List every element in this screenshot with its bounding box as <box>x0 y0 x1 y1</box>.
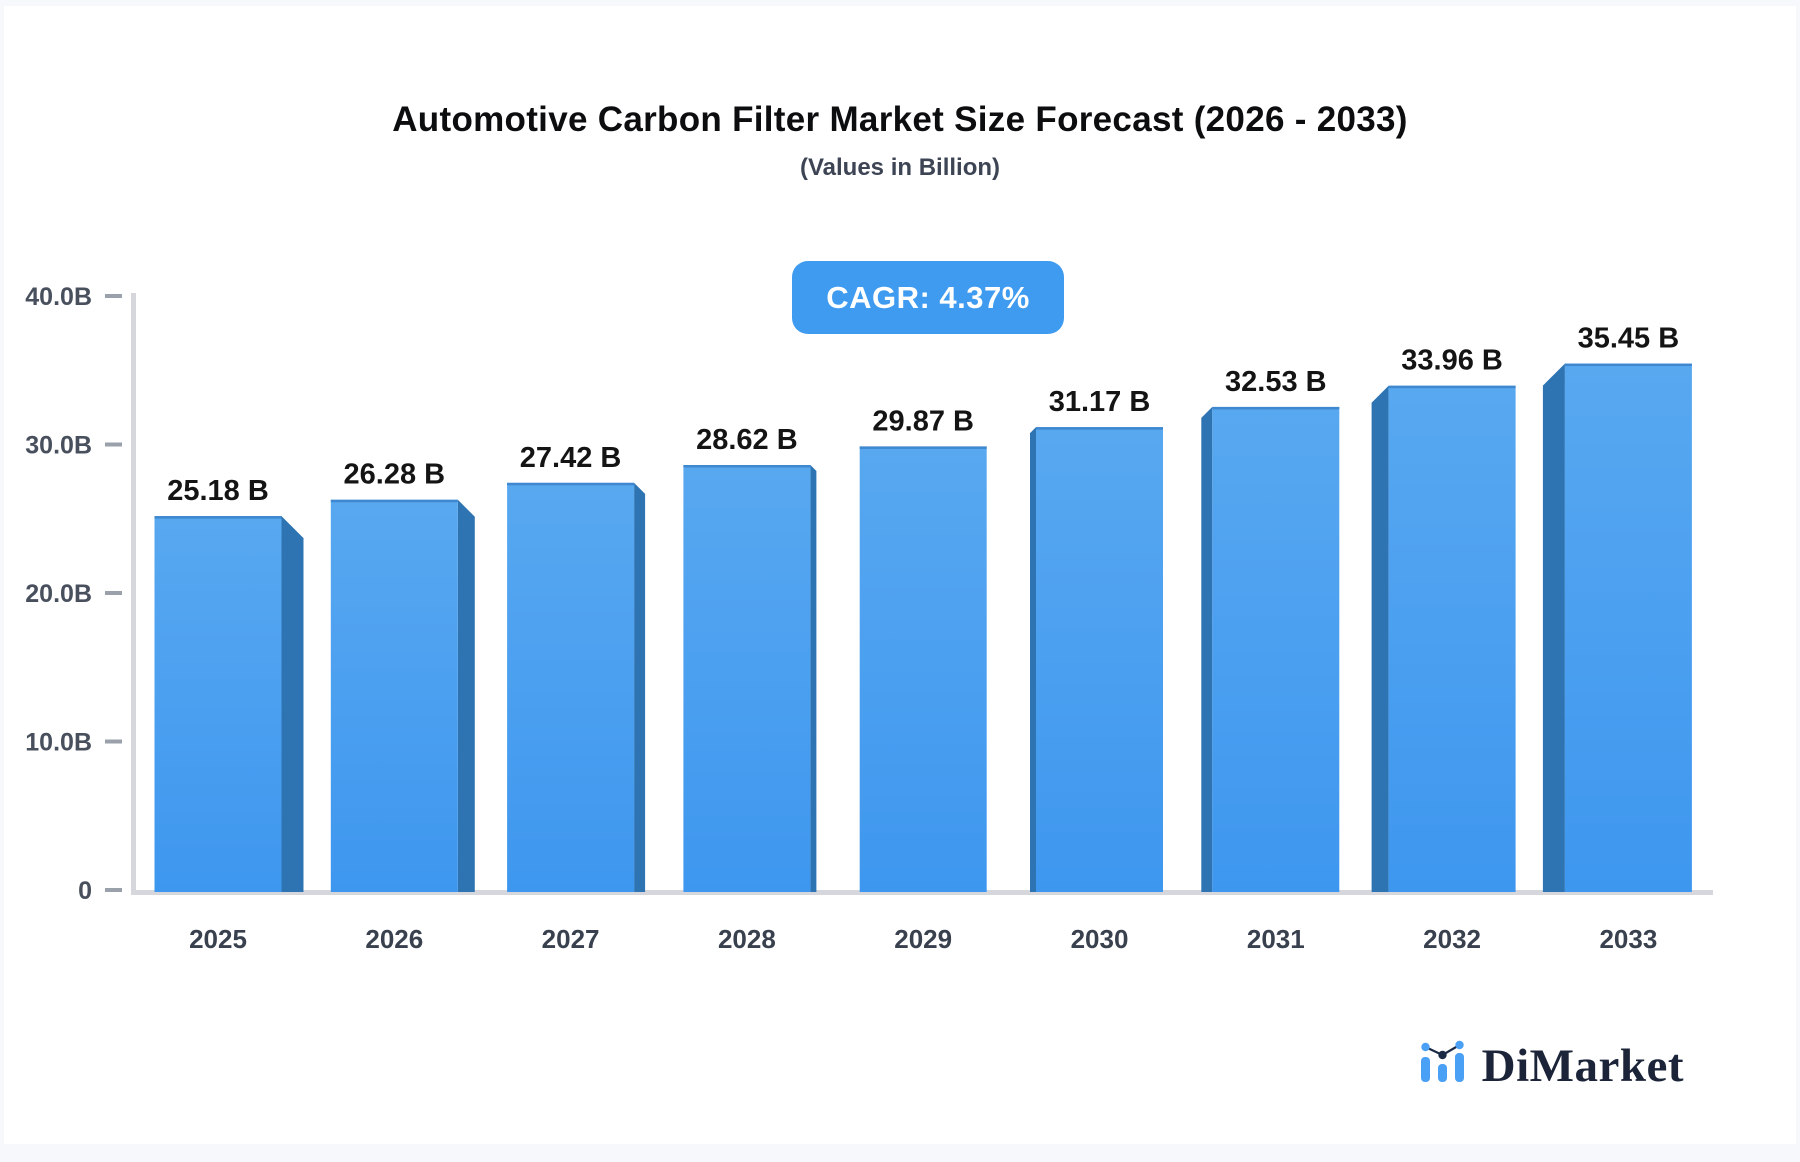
y-tick-mark-20.0B <box>105 591 122 595</box>
y-tick-mark-40.0B <box>105 294 122 298</box>
value-label-2033: 35.45 B <box>1578 323 1680 355</box>
bar-side-2027 <box>634 482 646 892</box>
value-label-2027: 27.42 B <box>520 442 622 474</box>
y-tick-label-40.0B: 40.0B <box>25 283 92 311</box>
chart-card: Automotive Carbon Filter Market Size For… <box>4 6 1796 1144</box>
bar-top-edge-2025 <box>154 516 282 519</box>
chart-subtitle: (Values in Billion) <box>799 154 1001 181</box>
logo-text: DiMarket <box>1481 1040 1684 1093</box>
value-label-2032: 33.96 B <box>1401 345 1503 377</box>
bar-2031 <box>1212 406 1340 892</box>
y-tick-label-0: 0 <box>78 877 92 905</box>
bar-2026 <box>330 499 458 892</box>
bar-side-2028 <box>810 464 817 892</box>
bar-side-2026 <box>457 499 475 892</box>
bar-chart-logo-icon <box>1420 1040 1464 1082</box>
y-tick-label-20.0B: 20.0B <box>25 580 92 608</box>
y-axis-line <box>131 293 136 895</box>
y-tick-mark-0 <box>105 888 122 892</box>
dimarket-logo: DiMarket <box>1418 1038 1684 1093</box>
bar-2027 <box>507 482 635 892</box>
bar-top-edge-2031 <box>1212 406 1340 410</box>
x-tick-label-2027: 2027 <box>542 924 600 954</box>
bar-side-2032 <box>1371 385 1389 892</box>
value-label-2025: 25.18 B <box>167 475 269 507</box>
x-tick-label-2032: 2032 <box>1423 924 1481 954</box>
x-tick-label-2025: 2025 <box>189 924 247 954</box>
bar-2033 <box>1564 363 1692 892</box>
x-tick-label-2030: 2030 <box>1071 924 1129 954</box>
bar-top-edge-2029 <box>859 446 987 449</box>
bar-2025 <box>154 516 282 892</box>
bar-top-edge-2032 <box>1388 385 1516 389</box>
bar-2029 <box>859 446 987 892</box>
y-tick-label-10.0B: 10.0B <box>25 729 92 757</box>
x-axis-line <box>131 890 1713 895</box>
bar-2032 <box>1388 385 1516 892</box>
cagr-badge-label: CAGR: 4.37% <box>826 279 1030 315</box>
bar-top-edge-2027 <box>507 482 635 486</box>
bar-side-2025 <box>281 516 304 892</box>
cagr-badge: CAGR: 4.37% <box>792 261 1064 334</box>
bar-2028 <box>683 464 811 892</box>
y-tick-label-30.0B: 30.0B <box>25 432 92 460</box>
bar-top-edge-2028 <box>683 464 811 468</box>
bar-side-2030 <box>1030 427 1036 892</box>
value-label-2031: 32.53 B <box>1225 366 1327 398</box>
x-tick-label-2028: 2028 <box>718 924 776 954</box>
x-tick-label-2026: 2026 <box>365 924 423 954</box>
y-tick-mark-30.0B <box>105 442 122 447</box>
x-tick-label-2031: 2031 <box>1247 924 1305 954</box>
x-tick-label-2029: 2029 <box>894 924 952 954</box>
value-label-2029: 29.87 B <box>872 405 974 437</box>
value-label-2030: 31.17 B <box>1049 386 1151 418</box>
bar-side-2031 <box>1201 406 1213 892</box>
bar-top-edge-2026 <box>330 499 458 503</box>
chart-title: Automotive Carbon Filter Market Size For… <box>392 100 1408 139</box>
y-tick-mark-10.0B <box>105 739 122 744</box>
bar-chart: 0 10.0B 20.0B 30.0B 40.0B 25.18 B 2025 26.28 B 2… <box>25 283 1713 954</box>
bar-2030 <box>1036 427 1163 892</box>
bar-side-2033 <box>1542 363 1565 892</box>
value-label-2026: 26.28 B <box>344 459 446 491</box>
value-label-2028: 28.62 B <box>696 424 798 456</box>
x-tick-label-2033: 2033 <box>1599 924 1657 954</box>
bar-top-edge-2030 <box>1036 427 1163 430</box>
bar-top-edge-2033 <box>1564 363 1692 367</box>
